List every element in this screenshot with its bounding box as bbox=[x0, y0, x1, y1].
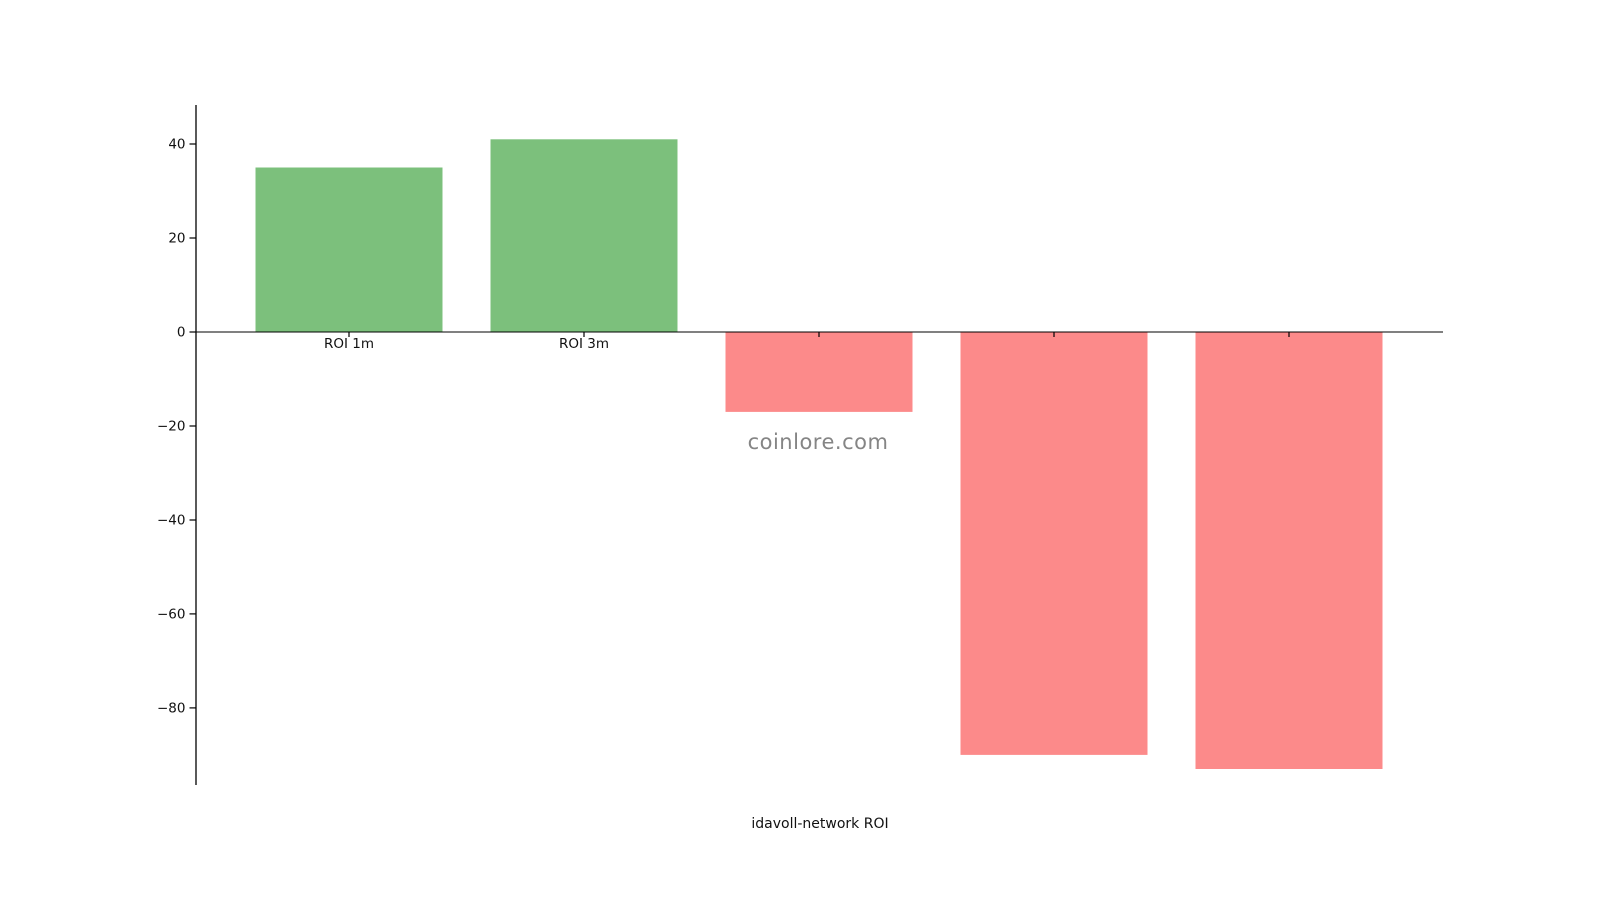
bar-bar-5 bbox=[1195, 332, 1383, 769]
y-tick-label: −80 bbox=[157, 700, 186, 716]
bar-roi-1m bbox=[255, 167, 443, 332]
chart-title: idavoll-network ROI bbox=[751, 816, 889, 832]
y-tick-label: −40 bbox=[157, 513, 186, 529]
y-tick-label: −20 bbox=[157, 419, 186, 435]
y-tick-label: −60 bbox=[157, 606, 186, 622]
x-tick-label: ROI 1m bbox=[324, 336, 374, 352]
x-tick-label: ROI 3m bbox=[559, 336, 609, 352]
y-tick-label: 0 bbox=[177, 325, 186, 341]
bar-bar-4 bbox=[960, 332, 1148, 755]
bar-bar-3 bbox=[725, 332, 913, 412]
y-tick-label: 40 bbox=[168, 137, 185, 153]
y-tick-label: 20 bbox=[168, 231, 185, 247]
watermark: coinlore.com bbox=[747, 430, 889, 454]
bar-roi-3m bbox=[490, 139, 678, 332]
